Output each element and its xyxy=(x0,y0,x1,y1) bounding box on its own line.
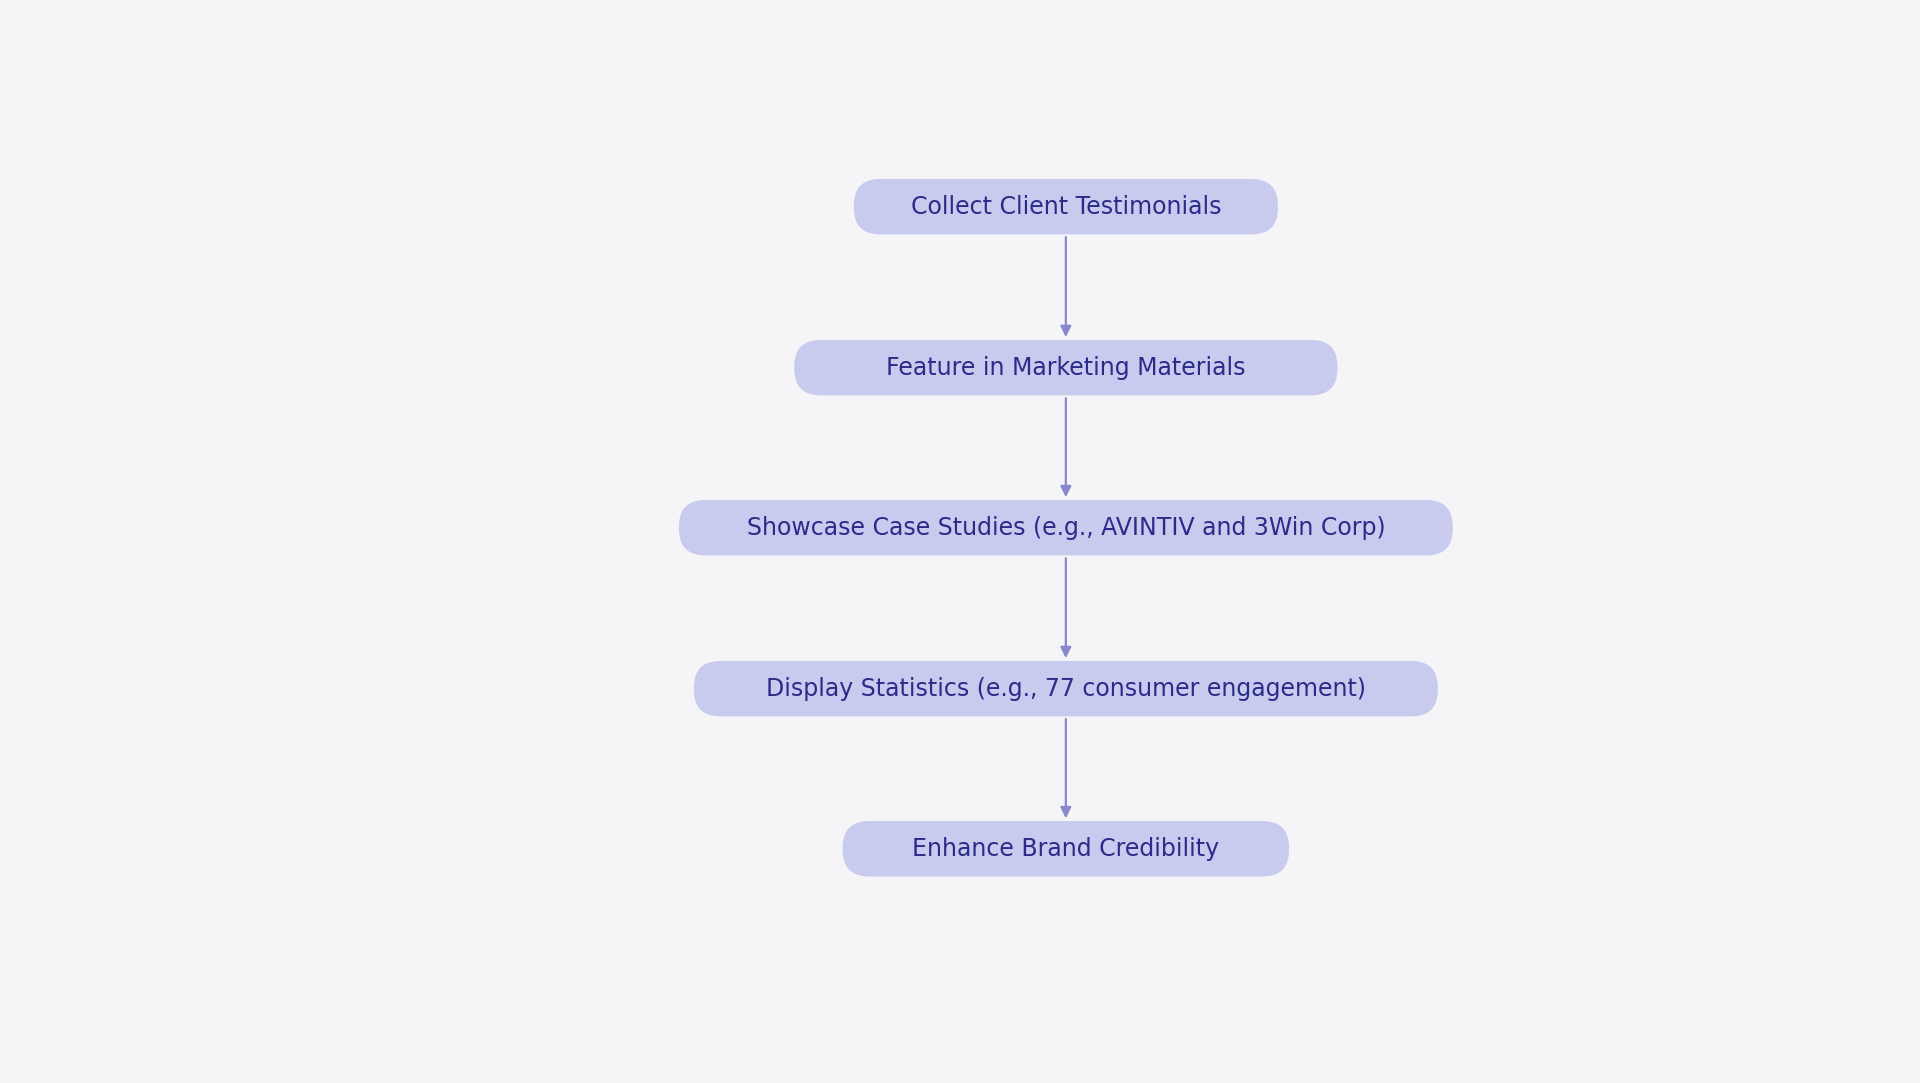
FancyBboxPatch shape xyxy=(854,179,1279,234)
Text: Showcase Case Studies (e.g., AVINTIV and 3Win Corp): Showcase Case Studies (e.g., AVINTIV and… xyxy=(747,516,1384,539)
Text: Feature in Marketing Materials: Feature in Marketing Materials xyxy=(887,355,1246,380)
FancyBboxPatch shape xyxy=(843,821,1288,876)
FancyBboxPatch shape xyxy=(693,661,1438,716)
FancyBboxPatch shape xyxy=(795,340,1338,395)
Text: Collect Client Testimonials: Collect Client Testimonials xyxy=(910,195,1221,219)
Text: Enhance Brand Credibility: Enhance Brand Credibility xyxy=(912,837,1219,861)
Text: Display Statistics (e.g., 77 consumer engagement): Display Statistics (e.g., 77 consumer en… xyxy=(766,677,1365,701)
FancyBboxPatch shape xyxy=(680,500,1453,556)
